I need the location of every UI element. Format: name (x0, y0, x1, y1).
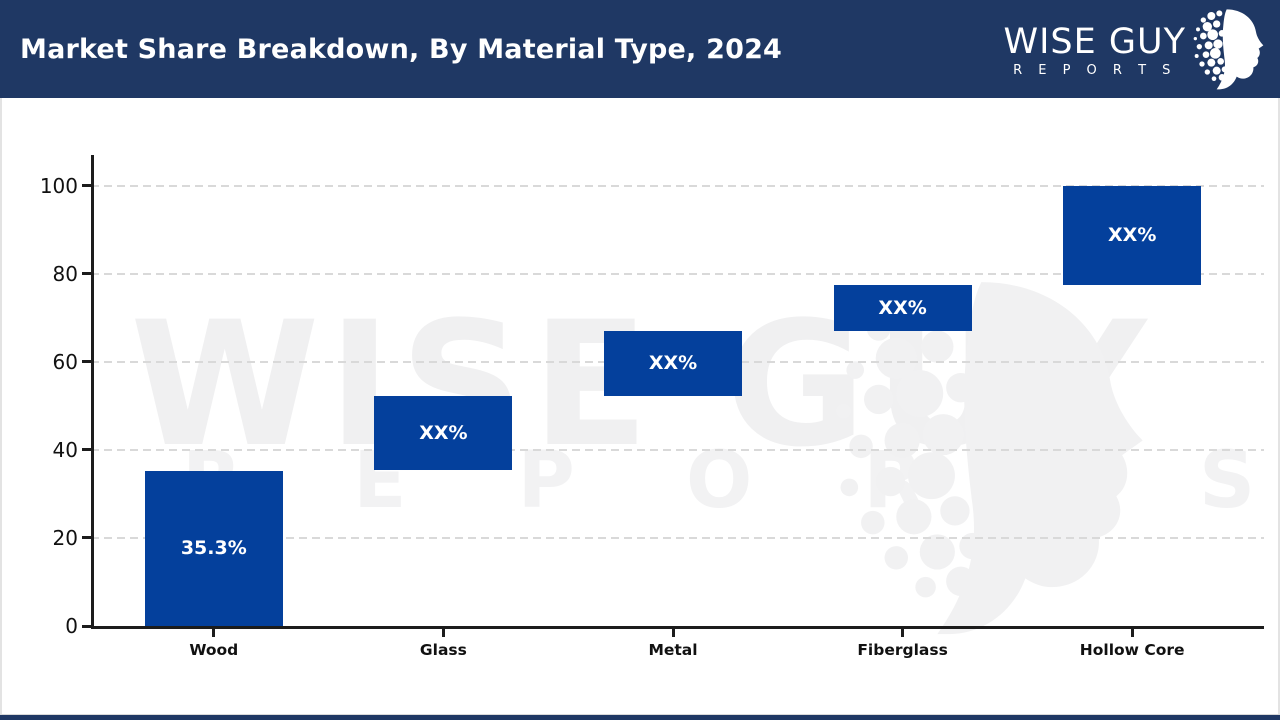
gridline-y20 (91, 536, 1264, 539)
brand-logo: WISE GUY R E P O R T S (1003, 4, 1270, 96)
x-tick-0 (212, 629, 216, 637)
x-axis-line (91, 626, 1264, 629)
y-tick-label-80: 80 (52, 261, 78, 286)
category-label-glass: Glass (419, 641, 467, 659)
y-tick-label-40: 40 (52, 437, 78, 462)
x-tick-3 (901, 629, 905, 637)
bar-value-label: XX% (648, 352, 698, 375)
y-tick-label-20: 20 (52, 525, 78, 550)
bar-value-label: XX% (878, 296, 927, 319)
bar-wood (144, 470, 283, 626)
y-tick-20 (82, 536, 91, 540)
bar-value-label: XX% (1108, 224, 1157, 247)
gridline-y40 (91, 448, 1264, 451)
bar-value-label: 35.3% (180, 537, 247, 560)
brand-name: WISE GUY (1003, 22, 1186, 62)
category-label-metal: Metal (648, 641, 698, 659)
footer-bar (0, 714, 1280, 720)
y-tick-100 (82, 184, 91, 187)
bar-metal (604, 330, 742, 396)
category-label-fiberglass: Fiberglass (857, 641, 948, 659)
bar-glass (374, 395, 513, 471)
gridline-y100 (91, 184, 1264, 187)
chart-title: Market Share Breakdown, By Material Type… (20, 33, 783, 65)
bar-value-label: XX% (419, 422, 468, 445)
y-tick-label-0: 0 (65, 614, 78, 638)
brand-logo-text: WISE GUY R E P O R T S (1003, 22, 1186, 78)
y-tick-label-100: 100 (39, 173, 78, 198)
y-tick-60 (82, 360, 91, 364)
y-tick-80 (82, 272, 91, 276)
y-tick-40 (82, 448, 91, 452)
header-bar: Market Share Breakdown, By Material Type… (0, 0, 1280, 98)
brand-subtitle: R E P O R T S (1013, 63, 1177, 78)
x-tick-4 (1130, 629, 1134, 637)
y-tick-label-60: 60 (52, 349, 78, 374)
bar-hollow-core (1063, 185, 1202, 285)
y-axis-line (91, 155, 94, 629)
chart-canvas: WISE GUY R E P O R T S 02040608010035.3%… (0, 98, 1280, 715)
category-label-wood: Wood (189, 641, 239, 659)
x-tick-1 (441, 629, 445, 637)
bar-fiberglass (833, 284, 972, 331)
y-tick-0 (82, 624, 91, 628)
gridline-y80 (91, 272, 1264, 275)
category-label-hollow-core: Hollow Core (1079, 641, 1185, 659)
x-tick-2 (671, 629, 675, 637)
